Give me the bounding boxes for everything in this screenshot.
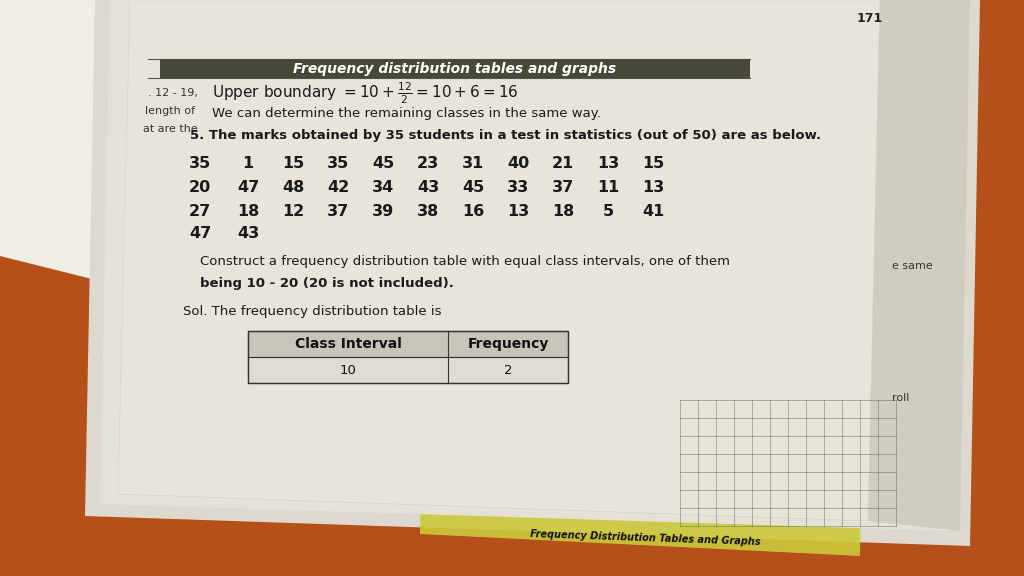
Text: roll: roll	[892, 393, 909, 403]
Text: 45: 45	[372, 157, 394, 172]
Text: 40: 40	[507, 157, 529, 172]
Text: 23: 23	[417, 157, 439, 172]
Text: 43: 43	[237, 226, 259, 241]
Text: 10: 10	[340, 363, 356, 377]
Text: 20: 20	[188, 180, 211, 195]
Text: 45: 45	[462, 180, 484, 195]
FancyBboxPatch shape	[248, 357, 568, 383]
Polygon shape	[85, 0, 980, 546]
Text: . 12 - 19,: . 12 - 19,	[148, 88, 198, 98]
Text: 15: 15	[282, 157, 304, 172]
Text: 21: 21	[552, 157, 574, 172]
Text: Sol. The frequency distribution table is: Sol. The frequency distribution table is	[183, 305, 441, 317]
Text: 34: 34	[372, 180, 394, 195]
Text: 171: 171	[857, 12, 883, 25]
Text: 43: 43	[417, 180, 439, 195]
Text: 5: 5	[602, 203, 613, 218]
Text: 37: 37	[552, 180, 574, 195]
Text: 13: 13	[642, 180, 665, 195]
Text: 37: 37	[327, 203, 349, 218]
Text: Frequency distribution tables and graphs: Frequency distribution tables and graphs	[294, 62, 616, 75]
Text: 18: 18	[237, 203, 259, 218]
Text: 16: 16	[462, 203, 484, 218]
Polygon shape	[0, 0, 230, 156]
Polygon shape	[0, 0, 200, 286]
Text: 48: 48	[282, 180, 304, 195]
Text: 13: 13	[507, 203, 529, 218]
Text: We can determine the remaining classes in the same way.: We can determine the remaining classes i…	[212, 108, 601, 120]
Text: Upper boundary $= 10 + \frac{12}{2} = 10 + 6 = 16$: Upper boundary $= 10 + \frac{12}{2} = 10…	[212, 80, 518, 106]
Text: Class Interval: Class Interval	[295, 337, 401, 351]
Text: 13: 13	[597, 157, 620, 172]
Text: Frequency: Frequency	[467, 337, 549, 351]
Polygon shape	[420, 0, 870, 556]
Text: Construct a frequency distribution table with equal class intervals, one of them: Construct a frequency distribution table…	[200, 255, 730, 267]
Text: 47: 47	[237, 180, 259, 195]
Text: 35: 35	[327, 157, 349, 172]
Text: 11: 11	[597, 180, 620, 195]
Text: 5. The marks obtained by 35 students in a test in statistics (out of 50) are as : 5. The marks obtained by 35 students in …	[190, 130, 821, 142]
Text: 12: 12	[282, 203, 304, 218]
Text: length of: length of	[145, 106, 195, 116]
FancyBboxPatch shape	[248, 331, 568, 357]
Text: 33: 33	[507, 180, 529, 195]
Text: 38: 38	[417, 203, 439, 218]
Text: 18: 18	[552, 203, 574, 218]
Text: e same: e same	[892, 261, 933, 271]
Text: 39: 39	[372, 203, 394, 218]
Polygon shape	[868, 0, 970, 531]
Text: at are the: at are the	[143, 124, 198, 134]
Text: 1: 1	[243, 157, 254, 172]
Text: 41: 41	[642, 203, 665, 218]
Text: Frequency Distribution Tables and Graphs: Frequency Distribution Tables and Graphs	[529, 529, 761, 547]
Text: 35: 35	[188, 157, 211, 172]
Text: 2: 2	[504, 363, 512, 377]
Text: 27: 27	[188, 203, 211, 218]
Text: 42: 42	[327, 180, 349, 195]
Text: 47: 47	[188, 226, 211, 241]
Polygon shape	[100, 0, 961, 531]
Text: 15: 15	[642, 157, 665, 172]
Text: being 10 - 20 (20 is not included).: being 10 - 20 (20 is not included).	[200, 276, 454, 290]
FancyBboxPatch shape	[160, 59, 750, 78]
Text: 31: 31	[462, 157, 484, 172]
Polygon shape	[118, 0, 880, 521]
